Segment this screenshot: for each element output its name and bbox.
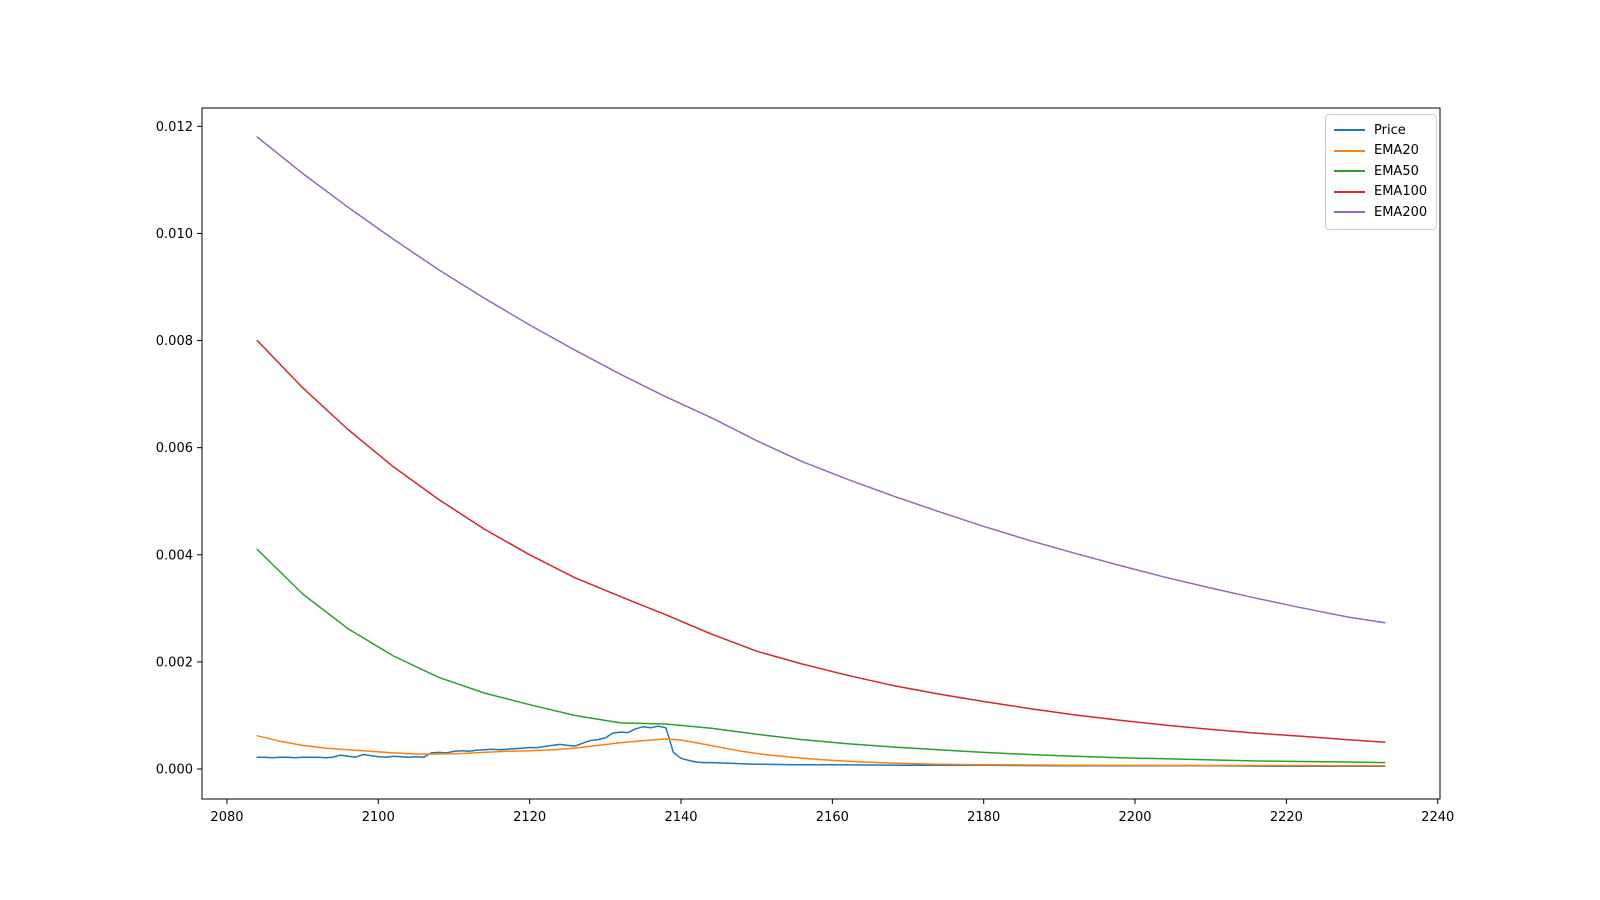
x-tick-label: 2120 xyxy=(513,810,546,825)
y-tick-label: 0.000 xyxy=(156,763,193,778)
x-tick-label: 2240 xyxy=(1421,810,1454,825)
legend-item-ema50: EMA50 xyxy=(1334,161,1429,182)
legend-line-sample xyxy=(1334,211,1365,214)
plot-frame xyxy=(201,107,1441,800)
legend-line-sample xyxy=(1334,149,1365,152)
series-line-ema50 xyxy=(256,548,1386,764)
y-tick-label: 0.010 xyxy=(156,227,193,242)
legend-item-ema20: EMA20 xyxy=(1334,141,1429,162)
series-line-ema100 xyxy=(256,339,1386,743)
series-line-price xyxy=(256,725,1386,768)
x-tick-label: 2180 xyxy=(967,810,1000,825)
legend-label: EMA100 xyxy=(1374,184,1428,200)
legend-label: Price xyxy=(1374,122,1406,138)
legend-line-sample xyxy=(1334,129,1365,132)
legend-line-sample xyxy=(1334,190,1365,193)
x-tick-label: 2140 xyxy=(664,810,697,825)
legend-label: EMA20 xyxy=(1374,143,1419,159)
legend-item-ema100: EMA100 xyxy=(1334,182,1429,203)
series-line-ema20 xyxy=(256,735,1386,767)
y-tick-label: 0.004 xyxy=(156,548,193,563)
legend-label: EMA200 xyxy=(1374,204,1428,220)
x-tick-label: 2100 xyxy=(362,810,395,825)
x-tick-label: 2220 xyxy=(1270,810,1303,825)
x-tick-label: 2080 xyxy=(210,810,243,825)
y-tick-label: 0.002 xyxy=(156,655,193,670)
series-line-ema200 xyxy=(256,136,1386,624)
y-tick-label: 0.012 xyxy=(156,120,193,135)
legend-item-ema200: EMA200 xyxy=(1334,202,1429,223)
x-tick-label: 2160 xyxy=(816,810,849,825)
y-tick-label: 0.006 xyxy=(156,441,193,456)
legend-line-sample xyxy=(1334,170,1365,173)
x-tick-label: 2200 xyxy=(1118,810,1151,825)
legend-label: EMA50 xyxy=(1374,163,1419,179)
y-tick-label: 0.008 xyxy=(156,334,193,349)
legend-item-price: Price xyxy=(1334,120,1429,141)
legend: Price EMA20 EMA50 EMA100 EMA200 xyxy=(1325,114,1437,230)
